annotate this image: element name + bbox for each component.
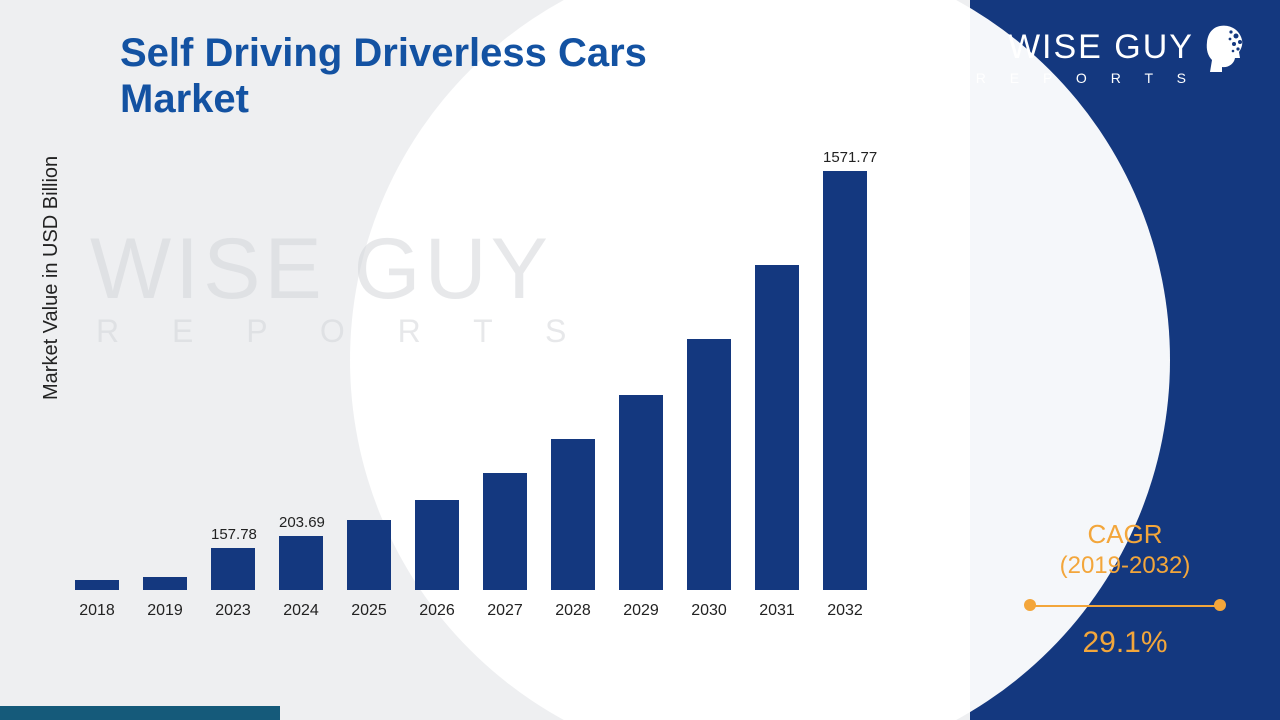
cagr-title: CAGR bbox=[1000, 519, 1250, 550]
cagr-years: (2019-2032) bbox=[1000, 552, 1250, 580]
x-tick-label: 2029 bbox=[609, 602, 673, 620]
cagr-dot-left bbox=[1024, 599, 1036, 611]
y-axis-label: Market Value in USD Billion bbox=[40, 156, 63, 400]
x-tick-label: 2028 bbox=[541, 602, 605, 620]
chart-plot-area: 157.78 203.69 1571.77 bbox=[75, 150, 885, 590]
bar bbox=[483, 473, 527, 590]
x-tick-label: 2031 bbox=[745, 602, 809, 620]
brand-head-icon bbox=[1200, 22, 1250, 72]
cagr-divider bbox=[1030, 598, 1220, 612]
bottom-accent-bar bbox=[0, 706, 280, 720]
bar bbox=[415, 500, 459, 590]
x-tick-label: 2030 bbox=[677, 602, 741, 620]
bar bbox=[143, 577, 187, 590]
bar bbox=[551, 439, 595, 590]
bar-value-label: 1571.77 bbox=[823, 149, 867, 166]
x-tick-label: 2023 bbox=[201, 602, 265, 620]
brand-main-text: WISE GUY bbox=[1008, 28, 1194, 67]
bar bbox=[755, 265, 799, 590]
x-tick-label: 2018 bbox=[65, 602, 129, 620]
chart-title: Self Driving Driverless Cars Market bbox=[120, 30, 720, 122]
bar bbox=[619, 395, 663, 590]
bar bbox=[347, 520, 391, 590]
brand-sub-text: R E P O R T S bbox=[976, 70, 1250, 86]
x-tick-label: 2026 bbox=[405, 602, 469, 620]
cagr-block: CAGR (2019-2032) 29.1% bbox=[1000, 519, 1250, 660]
bar bbox=[687, 339, 731, 590]
bar bbox=[75, 580, 119, 590]
x-tick-label: 2027 bbox=[473, 602, 537, 620]
cagr-value: 29.1% bbox=[1000, 626, 1250, 660]
brand-main-row: WISE GUY bbox=[976, 22, 1250, 72]
x-tick-label: 2019 bbox=[133, 602, 197, 620]
x-tick-label: 2025 bbox=[337, 602, 401, 620]
bar: 203.69 bbox=[279, 536, 323, 590]
page-root: WISE GUY R E P O R T S Self Driving Driv… bbox=[0, 0, 1280, 720]
cagr-dot-right bbox=[1214, 599, 1226, 611]
brand-block: WISE GUY R E P O R T S bbox=[976, 22, 1250, 86]
bar: 157.78 bbox=[211, 548, 255, 590]
bar-chart: 157.78203.691571.77 20182019202320242025… bbox=[75, 150, 885, 620]
x-tick-label: 2032 bbox=[813, 602, 877, 620]
x-tick-label: 2024 bbox=[269, 602, 333, 620]
bar: 1571.77 bbox=[823, 171, 867, 590]
bar-value-label: 203.69 bbox=[279, 514, 323, 531]
bar-value-label: 157.78 bbox=[211, 526, 255, 543]
